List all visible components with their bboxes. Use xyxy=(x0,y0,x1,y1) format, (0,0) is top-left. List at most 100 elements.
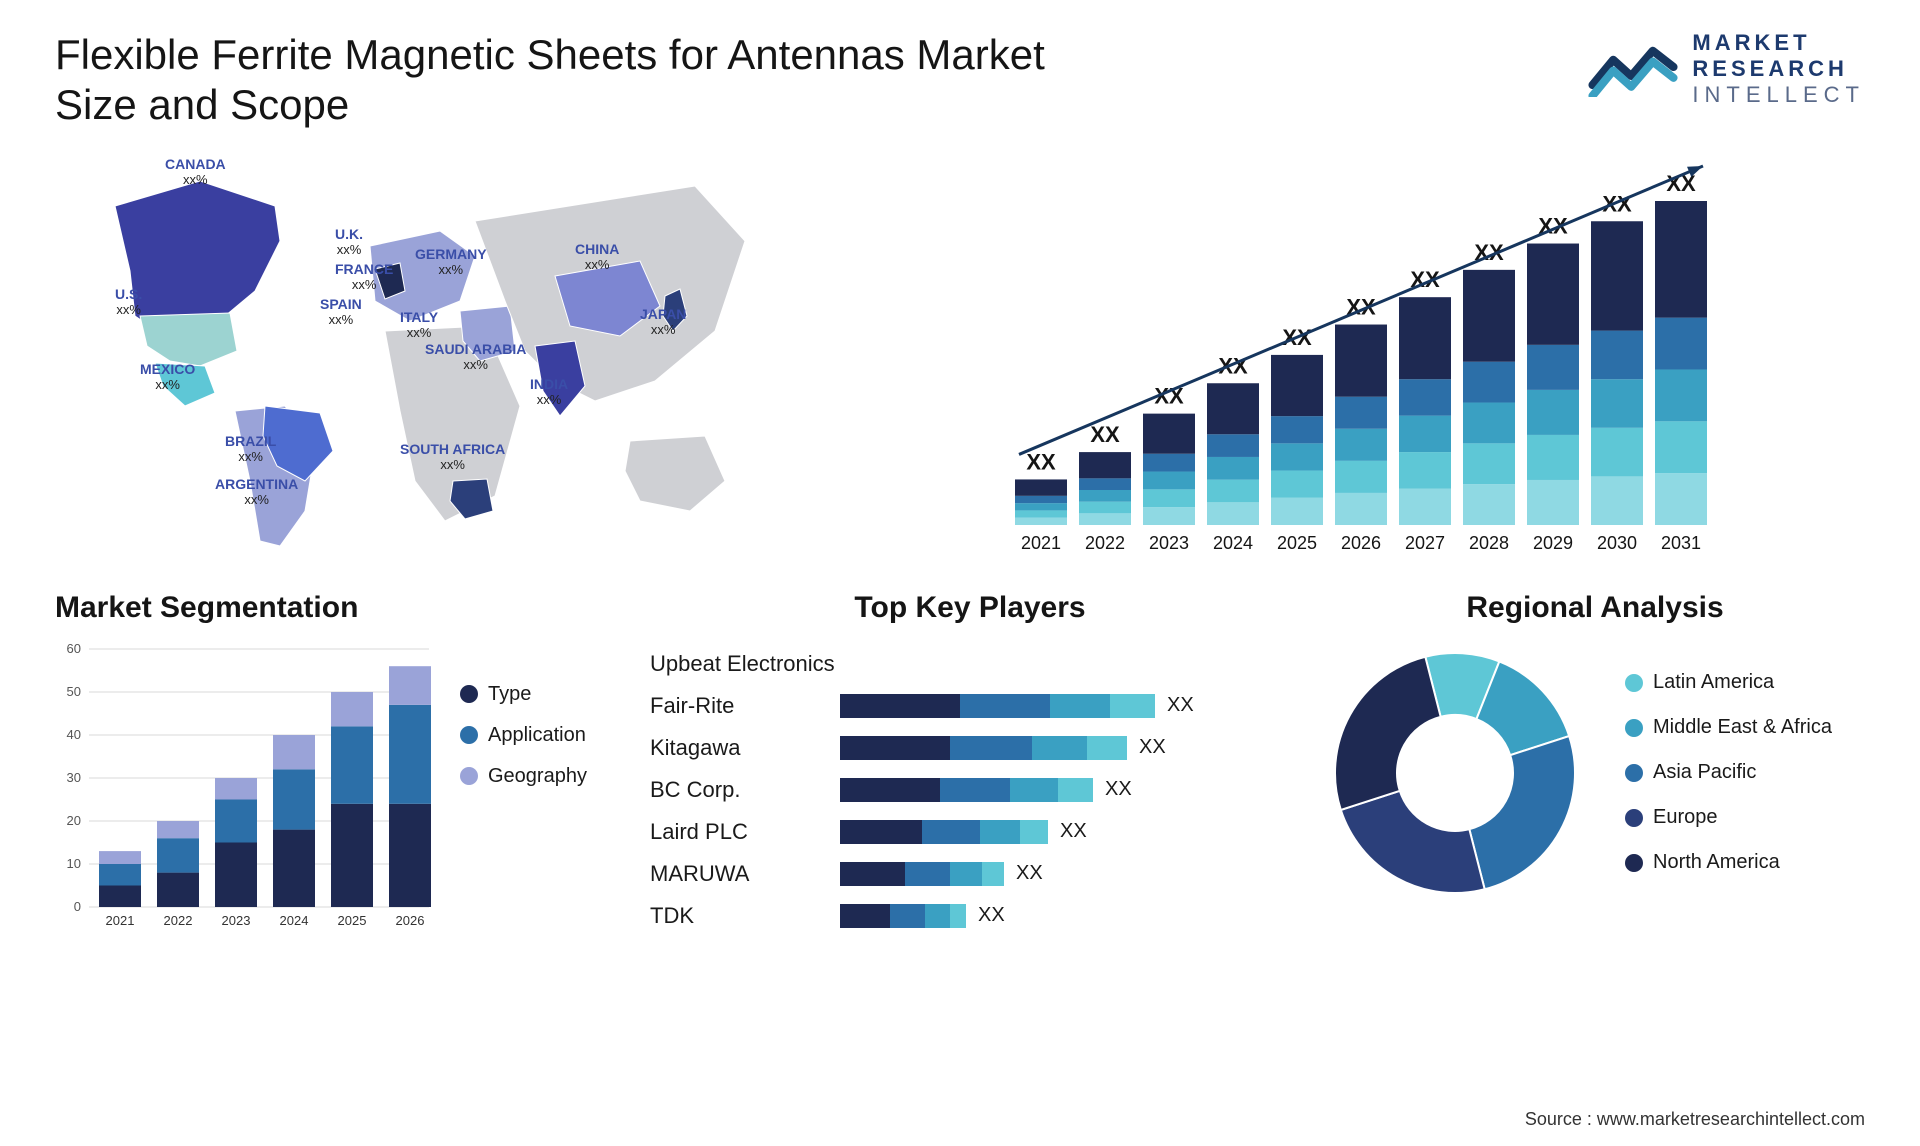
legend-label: Europe xyxy=(1653,806,1718,829)
map-label-name: GERMANY xyxy=(415,246,487,262)
map-label-value: xx% xyxy=(530,392,568,407)
logo-line-2: RESEARCH xyxy=(1692,56,1865,82)
svg-text:2024: 2024 xyxy=(1213,533,1253,553)
player-row: Fair-Rite XX xyxy=(650,685,1290,727)
growth-chart: XX2021XX2022XX2023XX2024XX2025XX2026XX20… xyxy=(985,151,1865,561)
legend-label: Middle East & Africa xyxy=(1653,716,1832,739)
map-label-value: xx% xyxy=(140,377,195,392)
map-label-name: FRANCE xyxy=(335,261,393,277)
legend-swatch xyxy=(460,726,478,744)
legend-item: Middle East & Africa xyxy=(1625,716,1832,739)
player-bar-segment xyxy=(840,694,960,718)
map-label-value: xx% xyxy=(165,172,226,187)
legend-item: Application xyxy=(460,724,587,747)
player-bar-segment xyxy=(1110,694,1155,718)
svg-text:2031: 2031 xyxy=(1661,533,1701,553)
map-label: MEXICOxx% xyxy=(140,361,195,392)
svg-text:2024: 2024 xyxy=(280,913,309,928)
player-row: KitagawaXX xyxy=(650,727,1290,769)
legend-label: Type xyxy=(488,683,531,706)
svg-text:2022: 2022 xyxy=(164,913,193,928)
page-title: Flexible Ferrite Magnetic Sheets for Ant… xyxy=(55,30,1105,131)
player-bar: XX xyxy=(840,862,1290,886)
map-label-name: BRAZIL xyxy=(225,433,276,449)
player-bar-segment xyxy=(1020,820,1048,844)
map-label-name: SAUDI ARABIA xyxy=(425,341,526,357)
player-bar: XX xyxy=(840,904,1290,928)
svg-text:2021: 2021 xyxy=(106,913,135,928)
svg-text:XX: XX xyxy=(1026,449,1056,474)
player-bar-segment xyxy=(950,904,966,928)
map-label-name: U.S. xyxy=(115,286,142,302)
player-name: Laird PLC xyxy=(650,819,840,845)
map-label-name: JAPAN xyxy=(640,306,686,322)
world-map: CANADAxx%U.S.xx%MEXICOxx%BRAZILxx%ARGENT… xyxy=(55,151,945,561)
player-value: XX xyxy=(1105,778,1132,801)
brand-logo: MARKET RESEARCH INTELLECT xyxy=(1588,30,1865,108)
player-name: MARUWA xyxy=(650,861,840,887)
player-value: XX xyxy=(1167,694,1194,717)
logo-icon xyxy=(1588,37,1678,102)
map-label: BRAZILxx% xyxy=(225,433,276,464)
legend-swatch xyxy=(1625,674,1643,692)
player-bar-segment xyxy=(1087,736,1127,760)
player-row: TDK XX xyxy=(650,895,1290,937)
svg-text:10: 10 xyxy=(67,856,81,871)
regional-title: Regional Analysis xyxy=(1325,591,1865,625)
map-label: SPAINxx% xyxy=(320,296,362,327)
player-bar: XX xyxy=(840,736,1290,760)
player-bar-segment xyxy=(840,820,922,844)
logo-line-1: MARKET xyxy=(1692,30,1865,56)
map-label-value: xx% xyxy=(400,457,505,472)
map-label: CANADAxx% xyxy=(165,156,226,187)
map-label: GERMANYxx% xyxy=(415,246,487,277)
player-value: XX xyxy=(978,904,1005,927)
legend-item: Europe xyxy=(1625,806,1832,829)
svg-text:2023: 2023 xyxy=(1149,533,1189,553)
map-label: ITALYxx% xyxy=(400,309,438,340)
player-bar-segment xyxy=(840,862,905,886)
player-bar: XX xyxy=(840,820,1290,844)
source-attribution: Source : www.marketresearchintellect.com xyxy=(1525,1109,1865,1130)
player-row: BC Corp. XX xyxy=(650,769,1290,811)
player-name: Kitagawa xyxy=(650,735,840,761)
player-value: XX xyxy=(1060,820,1087,843)
player-bar-segment xyxy=(840,904,890,928)
player-bar-segment xyxy=(840,778,940,802)
svg-text:2025: 2025 xyxy=(1277,533,1317,553)
regional-panel: Regional Analysis Latin America Middle Ea… xyxy=(1325,591,1865,937)
player-bar-segment xyxy=(1058,778,1093,802)
player-name: BC Corp. xyxy=(650,777,840,803)
map-label: FRANCExx% xyxy=(335,261,393,292)
legend-label: Application xyxy=(488,724,586,747)
regional-donut xyxy=(1325,643,1585,903)
player-name: Upbeat Electronics xyxy=(650,651,840,677)
map-label-name: ARGENTINA xyxy=(215,476,298,492)
map-label: U.S.xx% xyxy=(115,286,142,317)
svg-text:2026: 2026 xyxy=(396,913,425,928)
legend-item: North America xyxy=(1625,851,1832,874)
map-label-value: xx% xyxy=(575,257,619,272)
svg-text:30: 30 xyxy=(67,770,81,785)
legend-item: Latin America xyxy=(1625,671,1832,694)
map-label-value: xx% xyxy=(335,242,363,257)
segmentation-title: Market Segmentation xyxy=(55,591,615,625)
player-name: Fair-Rite xyxy=(650,693,840,719)
player-bar-segment xyxy=(940,778,1010,802)
player-row: MARUWA XX xyxy=(650,853,1290,895)
player-name: TDK xyxy=(650,903,840,929)
map-label: JAPANxx% xyxy=(640,306,686,337)
player-row: Laird PLC XX xyxy=(650,811,1290,853)
logo-text: MARKET RESEARCH INTELLECT xyxy=(1692,30,1865,108)
svg-text:50: 50 xyxy=(67,684,81,699)
svg-text:2023: 2023 xyxy=(222,913,251,928)
map-label: ARGENTINAxx% xyxy=(215,476,298,507)
players-title: Top Key Players xyxy=(650,591,1290,625)
top-row: CANADAxx%U.S.xx%MEXICOxx%BRAZILxx%ARGENT… xyxy=(55,151,1865,561)
svg-text:XX: XX xyxy=(1090,422,1120,447)
player-value: XX xyxy=(1016,862,1043,885)
legend-swatch xyxy=(1625,719,1643,737)
player-bar-segment xyxy=(1032,736,1087,760)
segmentation-panel: Market Segmentation 01020304050602021202… xyxy=(55,591,615,937)
map-label-value: xx% xyxy=(640,322,686,337)
